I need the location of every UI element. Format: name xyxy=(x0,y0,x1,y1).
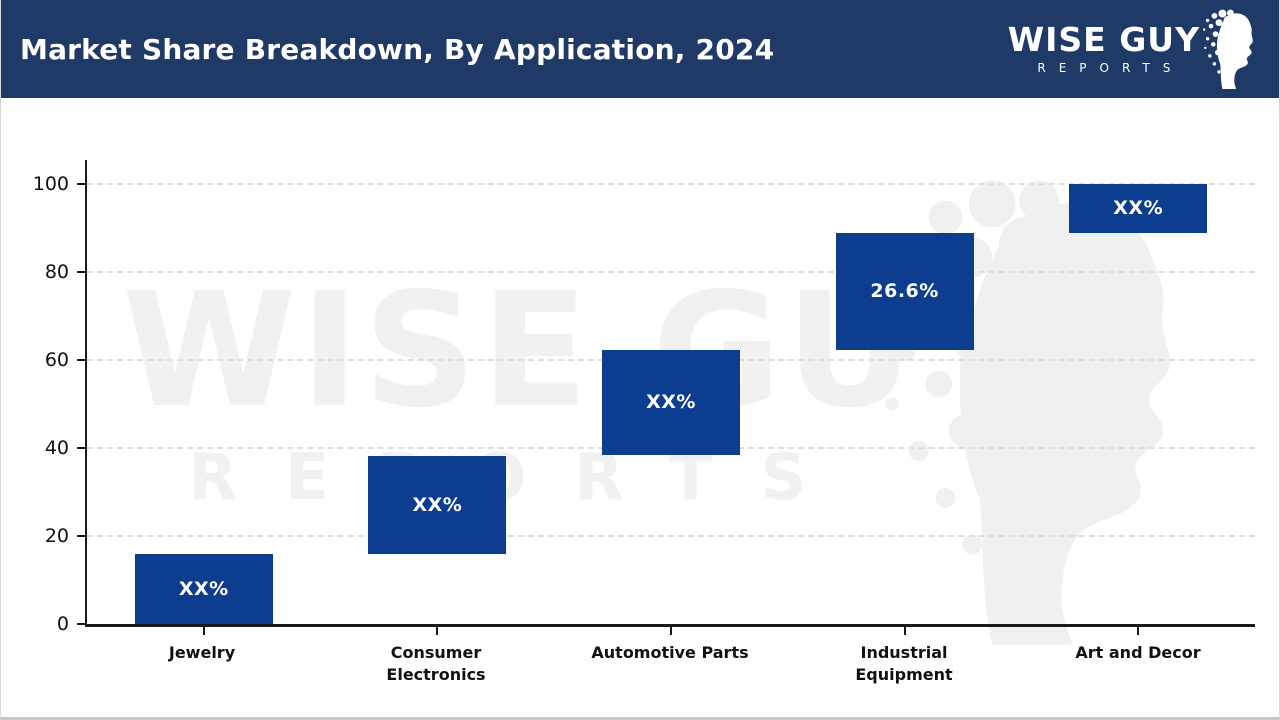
y-tick-label: 40 xyxy=(44,437,69,459)
x-category-label: Automotive Parts xyxy=(591,643,749,662)
bar-value-label: XX% xyxy=(178,577,229,600)
bar-automotive-parts: XX% xyxy=(602,349,740,456)
bar-value-label: XX% xyxy=(646,391,696,414)
x-axis-labels-row: Jewelry Consumer Electronics Automotive Pa… xyxy=(85,642,1255,685)
y-tick-mark xyxy=(77,271,85,273)
y-tick-mark xyxy=(77,623,85,625)
x-tick-mark xyxy=(903,627,906,635)
bar-value-label: 26.6% xyxy=(870,280,939,303)
y-tick-mark xyxy=(77,359,85,361)
logo-wiseguy-label: WISE GUY xyxy=(1007,20,1200,59)
bar-art-and-decor: XX% xyxy=(1069,184,1208,233)
y-tick-label: 0 xyxy=(56,613,69,635)
bar-jewelry: XX% xyxy=(134,553,273,624)
y-tick-label: 100 xyxy=(32,173,69,195)
logo-dotted-head-icon xyxy=(1196,9,1258,89)
gridline xyxy=(87,535,1255,537)
x-tick-mark xyxy=(202,627,205,635)
x-tick-mark xyxy=(670,627,672,635)
y-tick-label: 80 xyxy=(44,261,69,283)
logo-reports-label: REPORTS xyxy=(1037,61,1184,75)
y-tick-mark xyxy=(77,447,85,449)
header-bar: Market Share Breakdown, By Application, … xyxy=(0,0,1280,98)
wise-guy-reports-logo: WISE GUY REPORTS xyxy=(1008,9,1258,89)
x-tick-mark xyxy=(436,627,439,635)
bar-value-label: XX% xyxy=(1113,197,1164,220)
x-category-label: Consumer Electronics xyxy=(386,643,486,684)
page-title: Market Share Breakdown, By Application, … xyxy=(20,32,775,66)
y-tick-label: 60 xyxy=(44,349,69,371)
x-category-label: Art and Decor xyxy=(1075,643,1201,662)
gridline xyxy=(87,271,1255,273)
y-tick-mark xyxy=(77,535,85,537)
x-category-label: Jewelry xyxy=(168,643,236,662)
x-category-label: Industrial Equipment xyxy=(855,643,953,684)
x-tick-mark xyxy=(1137,627,1140,635)
bar-industrial-equipment: 26.6% xyxy=(835,232,974,350)
y-tick-mark xyxy=(77,183,85,185)
bar-value-label: XX% xyxy=(412,493,463,516)
logo-text: WISE GUY REPORTS xyxy=(1008,23,1200,75)
bar-consumer-electronics: XX% xyxy=(368,455,507,555)
plot-area: 0 20 40 60 80 100 XX% XX% XX% 26.6% XX% xyxy=(33,160,1255,635)
y-tick-label: 20 xyxy=(44,525,69,547)
gridline xyxy=(87,183,1255,185)
